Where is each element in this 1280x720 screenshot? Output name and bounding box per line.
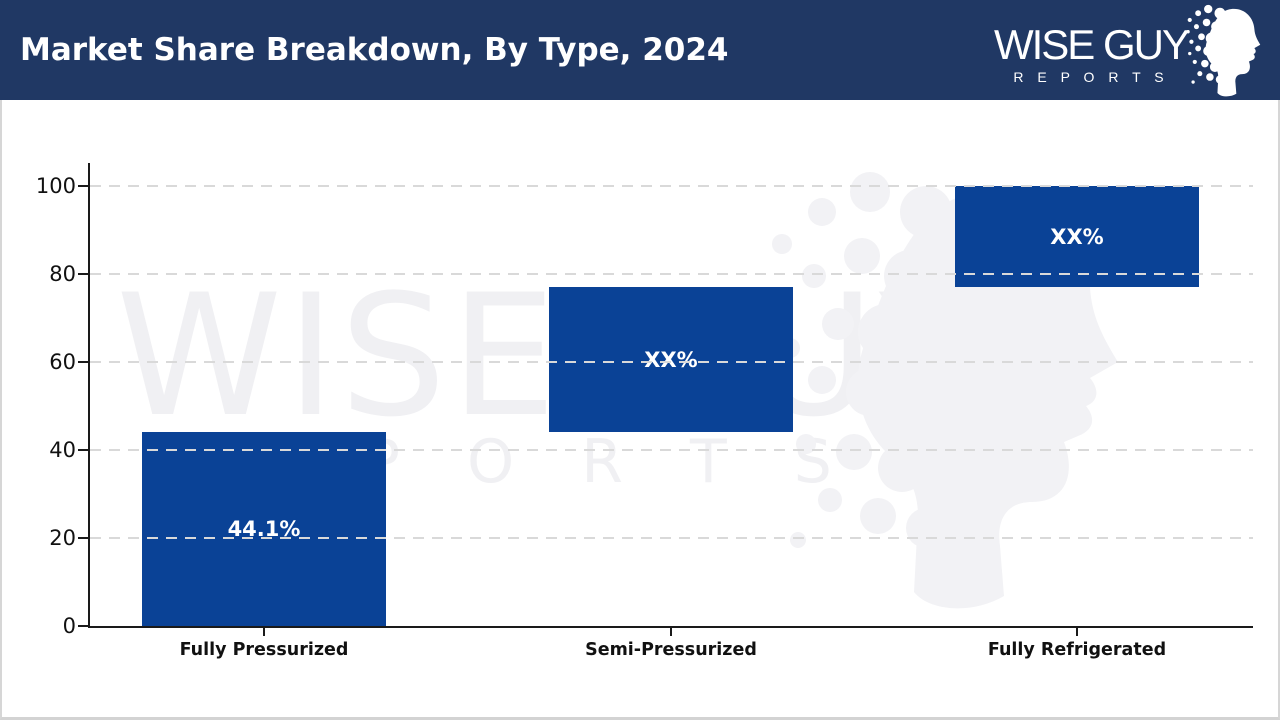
x-tick-1: [263, 628, 265, 636]
bar-1: 44.1%: [142, 431, 386, 626]
y-tick-40: [78, 449, 88, 451]
gridline-20: [90, 537, 1253, 539]
logo-wordmark: WISE GUY: [993, 20, 1190, 68]
gridline-100: [90, 185, 1253, 187]
gridline-80: [90, 273, 1253, 275]
y-axis-tick-label: 40: [49, 438, 76, 462]
x-axis-label: Semi-Pressurized: [585, 640, 757, 660]
y-tick-80: [78, 273, 88, 275]
bar-value-label: 44.1%: [227, 516, 301, 541]
x-tick-2: [670, 628, 672, 636]
y-axis-tick-label: 0: [62, 614, 76, 638]
y-axis-tick-label: 20: [49, 526, 76, 550]
y-axis-tick-label: 100: [35, 174, 76, 198]
x-axis-label: Fully Pressurized: [179, 640, 349, 660]
watermark-wordmark: WISE GUY: [116, 258, 986, 454]
bar-3: XX%: [955, 186, 1199, 288]
logo-head-icon: [1182, 4, 1268, 98]
y-axis: [88, 163, 90, 628]
bar-value-label: XX%: [1050, 224, 1104, 249]
y-axis-tick-label: 60: [49, 350, 76, 374]
y-tick-0: [78, 625, 88, 627]
y-tick-60: [78, 361, 88, 363]
x-axis-label: Fully Refrigerated: [987, 640, 1167, 660]
y-axis-tick-label: 80: [49, 262, 76, 286]
x-axis: [88, 626, 1253, 628]
chart-title: Market Share Breakdown, By Type, 2024: [20, 32, 729, 68]
bar-value-label: XX%: [644, 347, 698, 372]
wiseguy-logo: WISE GUY R E P O R T S: [994, 4, 1268, 98]
x-tick-3: [1076, 628, 1078, 636]
y-tick-20: [78, 537, 88, 539]
header-bar: Market Share Breakdown, By Type, 2024 WI…: [0, 0, 1280, 100]
logo-subtext: R E P O R T S: [1013, 68, 1169, 85]
bar-2: XX%: [549, 287, 793, 432]
logo-text: WISE GUY R E P O R T S: [993, 20, 1190, 85]
gridline-40: [90, 449, 1253, 451]
y-tick-100: [78, 185, 88, 187]
gridline-60: [90, 361, 1253, 363]
